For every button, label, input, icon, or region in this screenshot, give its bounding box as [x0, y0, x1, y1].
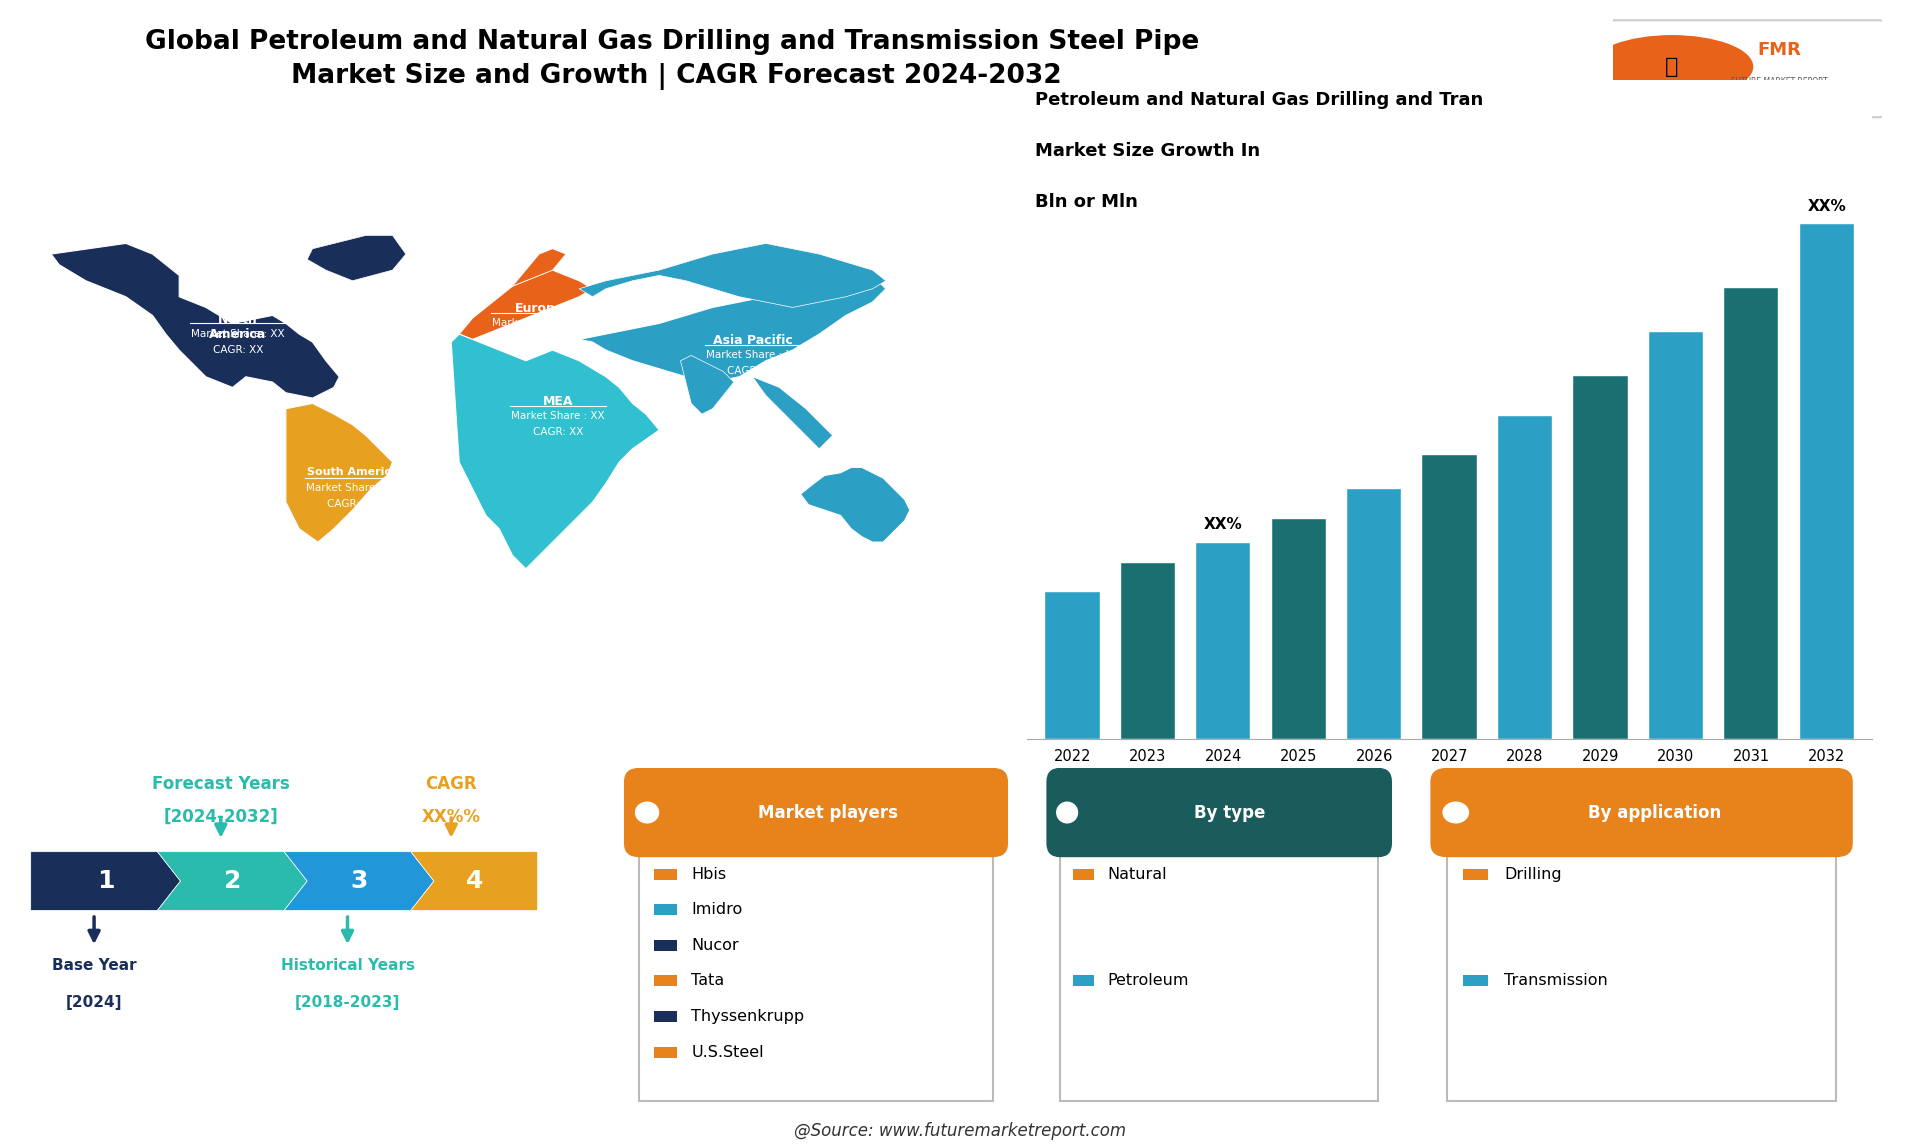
Text: Petroleum and Natural Gas Drilling and Tran: Petroleum and Natural Gas Drilling and T…	[1035, 91, 1482, 109]
Text: Drilling: Drilling	[1505, 866, 1563, 882]
Bar	[1724, 288, 1778, 739]
Text: Global Petroleum and Natural Gas Drilling and Transmission Steel Pipe: Global Petroleum and Natural Gas Drillin…	[144, 29, 1200, 55]
Text: Market Share : XX: Market Share : XX	[192, 329, 284, 339]
FancyBboxPatch shape	[624, 768, 1008, 857]
Text: By type: By type	[1194, 803, 1265, 822]
Text: MEA: MEA	[543, 395, 572, 408]
Text: Market players: Market players	[758, 803, 897, 822]
Text: 3: 3	[349, 869, 369, 893]
Polygon shape	[52, 243, 340, 398]
FancyBboxPatch shape	[1073, 869, 1094, 880]
Text: @Source: www.futuremarketreport.com: @Source: www.futuremarketreport.com	[795, 1122, 1125, 1140]
Bar	[1271, 518, 1327, 739]
Text: CAGR: XX: CAGR: XX	[728, 366, 778, 376]
Text: CAGR: CAGR	[426, 775, 476, 793]
Text: North
America: North America	[209, 313, 267, 340]
Text: CAGR: XX: CAGR: XX	[532, 427, 584, 438]
Text: Bln or Mln: Bln or Mln	[1035, 194, 1139, 212]
FancyBboxPatch shape	[1463, 869, 1488, 880]
Text: XX%: XX%	[1807, 198, 1847, 213]
Circle shape	[1444, 802, 1469, 823]
Text: Europe: Europe	[515, 303, 564, 315]
Text: Natural: Natural	[1106, 866, 1167, 882]
Bar	[1649, 332, 1703, 739]
Text: South America: South America	[307, 468, 397, 478]
Polygon shape	[451, 335, 659, 568]
Text: [2018-2023]: [2018-2023]	[296, 995, 399, 1010]
Text: Market Share : XX: Market Share : XX	[492, 319, 586, 328]
FancyBboxPatch shape	[655, 1046, 676, 1058]
Text: Hbis: Hbis	[691, 866, 726, 882]
FancyBboxPatch shape	[655, 975, 676, 987]
Text: Market Share : XX: Market Share : XX	[707, 350, 799, 360]
FancyBboxPatch shape	[1073, 975, 1094, 987]
Polygon shape	[459, 270, 593, 339]
Text: XX%: XX%	[1204, 517, 1242, 532]
Polygon shape	[286, 403, 392, 542]
FancyBboxPatch shape	[1611, 21, 1884, 117]
FancyBboxPatch shape	[655, 869, 676, 880]
Polygon shape	[31, 851, 180, 910]
Text: Forecast Years: Forecast Years	[152, 775, 290, 793]
Circle shape	[1056, 802, 1077, 823]
Text: 2: 2	[223, 869, 242, 893]
FancyBboxPatch shape	[639, 854, 993, 1101]
Circle shape	[636, 802, 659, 823]
Text: Market Share : XX: Market Share : XX	[305, 484, 399, 494]
Text: Asia Pacific: Asia Pacific	[712, 335, 793, 347]
FancyBboxPatch shape	[1430, 768, 1853, 857]
Polygon shape	[680, 355, 733, 414]
Bar	[1799, 225, 1855, 739]
Text: Historical Years: Historical Years	[280, 958, 415, 973]
Text: XX%%: XX%%	[422, 808, 480, 826]
Text: CAGR: XX: CAGR: XX	[213, 345, 263, 355]
FancyBboxPatch shape	[1046, 768, 1392, 857]
Text: CAGR: XX: CAGR: XX	[515, 335, 564, 344]
FancyBboxPatch shape	[655, 940, 676, 951]
Polygon shape	[801, 468, 910, 542]
Polygon shape	[284, 851, 434, 910]
Bar	[1121, 563, 1175, 739]
Bar	[1498, 416, 1551, 739]
Polygon shape	[580, 275, 885, 382]
Polygon shape	[753, 377, 833, 449]
Text: 🏃: 🏃	[1665, 56, 1678, 77]
Text: [2024]: [2024]	[65, 995, 123, 1010]
FancyBboxPatch shape	[655, 904, 676, 916]
Circle shape	[1592, 36, 1753, 97]
Bar	[1572, 376, 1628, 739]
Text: Imidro: Imidro	[691, 902, 743, 918]
Text: By application: By application	[1588, 803, 1720, 822]
Text: Market Share : XX: Market Share : XX	[511, 411, 605, 422]
Polygon shape	[157, 851, 307, 910]
Bar	[1196, 543, 1250, 739]
Text: Transmission: Transmission	[1505, 973, 1609, 989]
Text: FUTURE MARKET REPORT: FUTURE MARKET REPORT	[1732, 77, 1828, 86]
Bar	[1348, 489, 1402, 739]
FancyBboxPatch shape	[1060, 854, 1379, 1101]
Text: Market Size Growth In: Market Size Growth In	[1035, 142, 1260, 160]
Text: Thyssenkrupp: Thyssenkrupp	[691, 1008, 804, 1025]
Polygon shape	[580, 243, 885, 307]
Text: Nucor: Nucor	[691, 937, 739, 953]
Polygon shape	[513, 249, 566, 286]
Text: Base Year: Base Year	[52, 958, 136, 973]
Polygon shape	[411, 851, 538, 910]
FancyBboxPatch shape	[1448, 854, 1836, 1101]
FancyBboxPatch shape	[1463, 975, 1488, 987]
Text: Market Size and Growth | CAGR Forecast 2024-2032: Market Size and Growth | CAGR Forecast 2…	[282, 63, 1062, 91]
Bar	[1423, 455, 1476, 739]
Text: Tata: Tata	[691, 973, 724, 989]
Text: 1: 1	[96, 869, 115, 893]
Bar	[1044, 592, 1100, 739]
Text: Petroleum: Petroleum	[1106, 973, 1188, 989]
Text: CAGR: XX: CAGR: XX	[326, 500, 378, 510]
Text: [2024-2032]: [2024-2032]	[163, 808, 278, 826]
Text: 4: 4	[465, 869, 484, 893]
Text: FMR: FMR	[1757, 41, 1801, 60]
FancyBboxPatch shape	[655, 1011, 676, 1022]
Polygon shape	[307, 235, 405, 281]
Text: U.S.Steel: U.S.Steel	[691, 1044, 764, 1060]
